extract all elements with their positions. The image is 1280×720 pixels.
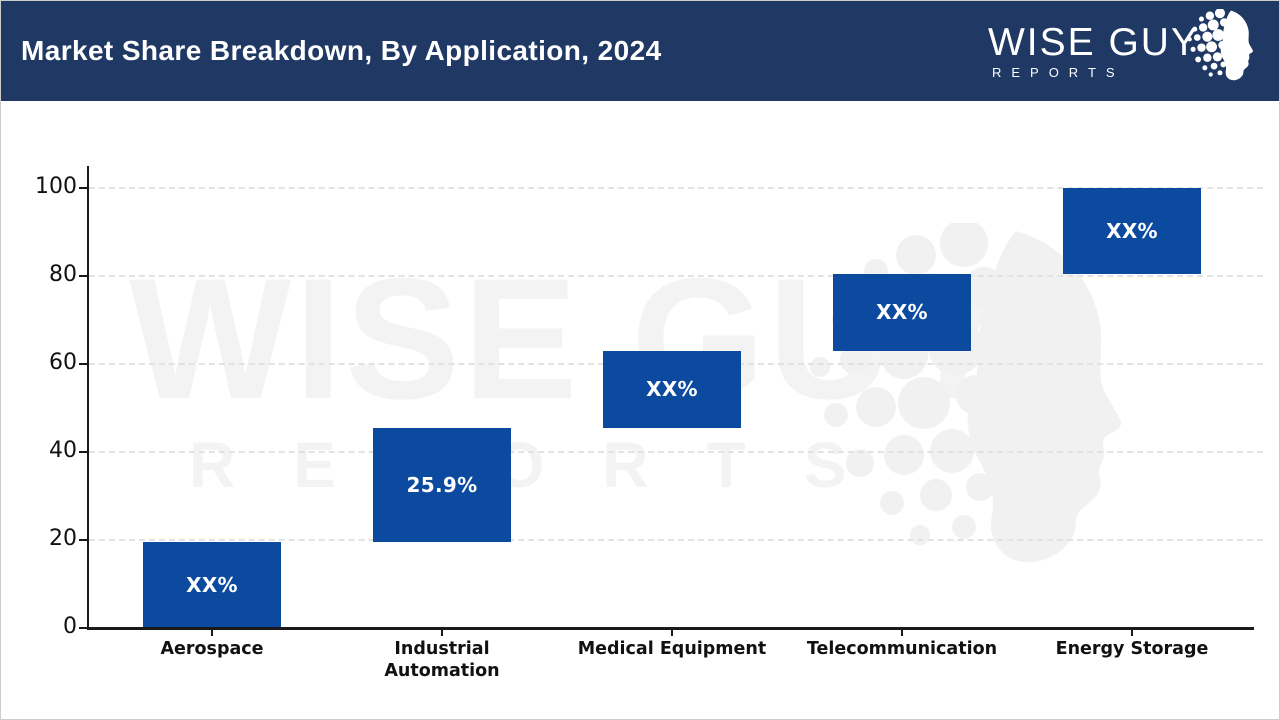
- y-tick-label: 100: [35, 174, 77, 199]
- x-tick-mark: [901, 628, 903, 636]
- bar-value-label: 25.9%: [406, 472, 478, 497]
- x-tick-mark: [441, 628, 443, 636]
- bar-value-label: XX%: [186, 572, 238, 597]
- x-tick-mark: [211, 628, 213, 636]
- bar-segment: XX%: [603, 350, 741, 428]
- y-tick-mark: [79, 187, 87, 189]
- x-tick-mark: [671, 628, 673, 636]
- gridline-100: [89, 187, 1263, 189]
- y-tick-mark: [79, 275, 87, 277]
- category-label: Aerospace: [160, 639, 264, 659]
- bar-segment: XX%: [833, 273, 971, 351]
- watermark-reports-text: REPORTS: [189, 429, 905, 501]
- y-tick-label: 0: [63, 614, 77, 639]
- bar-segment: 25.9%: [373, 427, 511, 542]
- bar-segment: XX%: [143, 541, 281, 628]
- y-axis-spine: [87, 166, 89, 630]
- category-label: Industrial Automation: [384, 639, 500, 681]
- gridline-40: [89, 451, 1263, 453]
- y-tick-mark: [79, 363, 87, 365]
- category-label: Medical Equipment: [577, 639, 767, 659]
- logo-wordmark: WISE GUY: [987, 20, 1199, 64]
- y-tick-label: 80: [49, 262, 77, 287]
- bar-segment: XX%: [1063, 188, 1201, 274]
- logo-face-icon: [1187, 9, 1253, 81]
- category-label: Energy Storage: [1055, 639, 1209, 659]
- y-tick-label: 60: [49, 350, 77, 375]
- bar-value-label: XX%: [876, 300, 928, 325]
- category-label: Telecommunication: [806, 639, 998, 659]
- logo-text: WISE GUY REPORTS: [988, 23, 1199, 80]
- y-tick-mark: [79, 627, 87, 629]
- y-tick-label: 40: [49, 438, 77, 463]
- y-tick-mark: [79, 539, 87, 541]
- y-tick-label: 20: [49, 526, 77, 551]
- bar-value-label: XX%: [1106, 218, 1158, 243]
- gridline-20: [89, 539, 1263, 541]
- wise-guy-logo: WISE GUY REPORTS: [988, 9, 1267, 93]
- x-axis-spine: [87, 627, 1254, 630]
- bar-value-label: XX%: [646, 377, 698, 402]
- chart-title: Market Share Breakdown, By Application, …: [21, 35, 662, 66]
- gridline-80: [89, 275, 1263, 277]
- logo-reports-text: REPORTS: [991, 64, 1125, 80]
- x-tick-mark: [1131, 628, 1133, 636]
- y-tick-mark: [79, 451, 87, 453]
- header-bar: Market Share Breakdown, By Application, …: [1, 1, 1279, 101]
